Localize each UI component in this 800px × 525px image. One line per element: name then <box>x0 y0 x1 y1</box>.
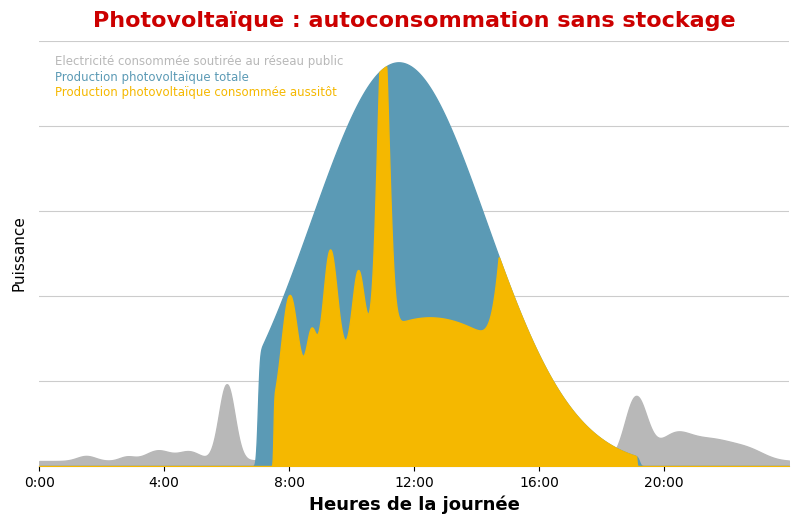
X-axis label: Heures de la journée: Heures de la journée <box>309 496 519 514</box>
Y-axis label: Puissance: Puissance <box>11 216 26 291</box>
Legend: Electricité consommée soutirée au réseau public, Production photovoltaïque total: Electricité consommée soutirée au réseau… <box>53 56 343 99</box>
Title: Photovoltaïque : autoconsommation sans stockage: Photovoltaïque : autoconsommation sans s… <box>93 11 735 31</box>
